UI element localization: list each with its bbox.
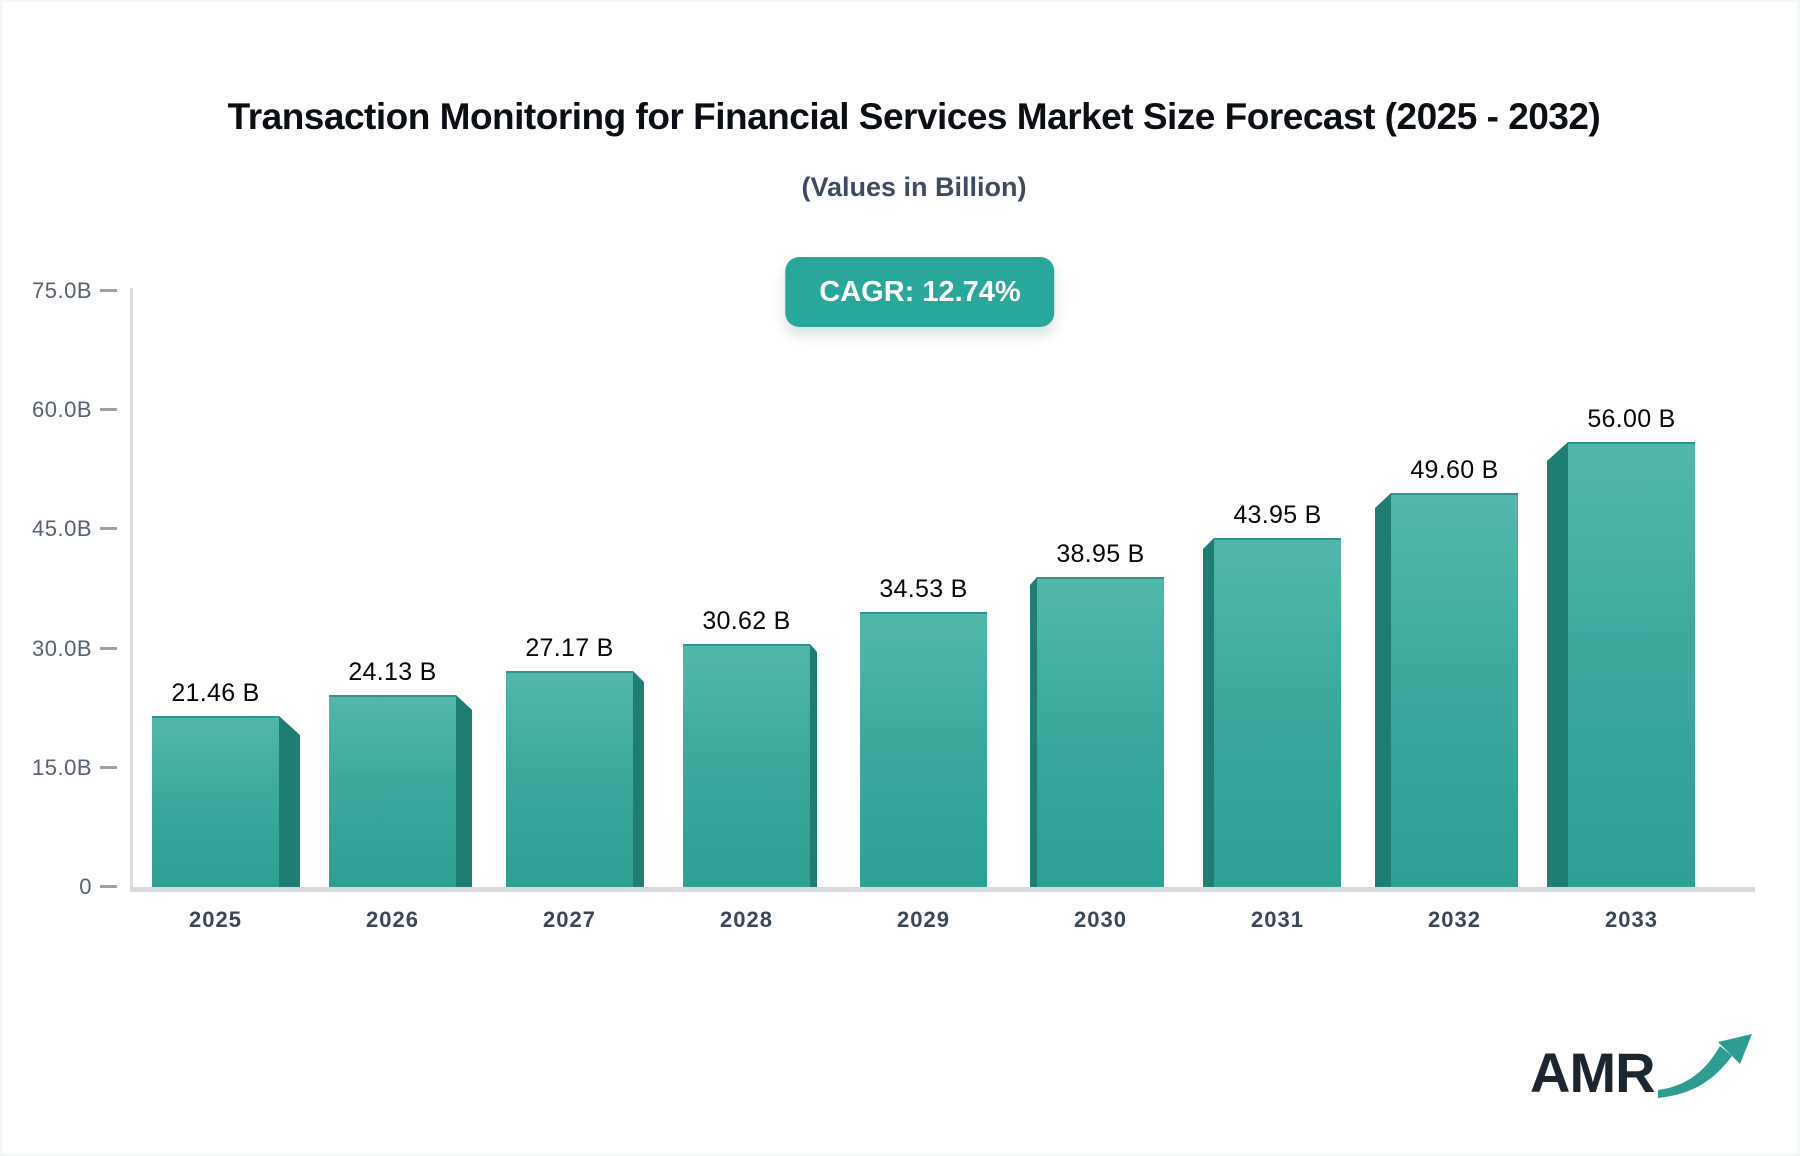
y-tick-label: 45.0B	[32, 516, 92, 542]
bar-2026	[329, 695, 456, 887]
bar-2033	[1568, 442, 1695, 887]
amr-logo-text: AMR	[1530, 1041, 1656, 1104]
y-tick-label: 15.0B	[32, 754, 92, 780]
bar-2029	[860, 612, 987, 887]
y-tick-label: 75.0B	[32, 277, 92, 303]
amr-logo: AMR	[1530, 1032, 1752, 1122]
x-axis-label-2026: 2026	[366, 907, 419, 932]
bar-value-label-2033: 56.00 B	[1587, 405, 1676, 433]
y-axis-line	[130, 288, 133, 889]
bar-value-label-2026: 24.13 B	[348, 658, 437, 686]
bar-2032	[1391, 493, 1518, 887]
bar-3d-side-2025	[279, 716, 300, 887]
bar-2031	[1214, 538, 1341, 887]
x-axis-label-2033: 2033	[1605, 907, 1658, 932]
bar-2025	[152, 716, 279, 887]
cagr-badge: CAGR: 12.74%	[785, 257, 1055, 327]
x-axis-label-2027: 2027	[543, 907, 596, 932]
x-axis-label-2030: 2030	[1074, 907, 1127, 932]
x-axis-baseline	[130, 887, 1755, 892]
y-tick-label: 30.0B	[32, 635, 92, 661]
chart-title: Transaction Monitoring for Financial Ser…	[227, 96, 1601, 137]
x-axis-label-2028: 2028	[720, 907, 773, 932]
bar-value-label-2027: 27.17 B	[525, 634, 614, 662]
bar-value-label-2031: 43.95 B	[1233, 501, 1322, 529]
y-tick-mark	[100, 885, 117, 888]
x-axis-label-2032: 2032	[1428, 907, 1481, 932]
y-tick-mark	[100, 527, 117, 531]
bar-value-label-2030: 38.95 B	[1056, 540, 1145, 568]
y-tick-mark	[100, 646, 117, 650]
y-tick-label: 0	[79, 874, 92, 899]
bar-value-label-2025: 21.46 B	[171, 679, 260, 707]
bar-value-label-2029: 34.53 B	[879, 575, 968, 603]
y-tick-mark	[100, 765, 117, 769]
bar-2030	[1037, 577, 1164, 887]
y-tick-mark	[100, 288, 117, 292]
x-axis-label-2029: 2029	[897, 907, 950, 932]
bar-3d-side-2031	[1203, 538, 1214, 887]
x-axis-label-2025: 2025	[189, 907, 242, 932]
bar-value-label-2028: 30.62 B	[702, 607, 791, 635]
bar-3d-side-2026	[456, 695, 472, 887]
bar-2028	[683, 644, 810, 887]
bar-3d-side-2030	[1030, 577, 1037, 887]
bar-3d-side-2027	[633, 671, 644, 887]
bar-3d-side-2033	[1547, 442, 1568, 887]
y-tick-mark	[100, 408, 117, 411]
bar-3d-side-2032	[1375, 493, 1391, 887]
bar-2027	[506, 671, 633, 887]
growth-arrow-icon	[1658, 1034, 1752, 1098]
cagr-badge-label: CAGR: 12.74%	[819, 275, 1021, 308]
y-tick-label: 60.0B	[32, 397, 92, 422]
bar-3d-side-2028	[810, 644, 817, 887]
bar-value-label-2032: 49.60 B	[1410, 456, 1499, 484]
chart-subtitle: (Values in Billion)	[801, 172, 1027, 202]
x-axis-label-2031: 2031	[1251, 907, 1304, 932]
